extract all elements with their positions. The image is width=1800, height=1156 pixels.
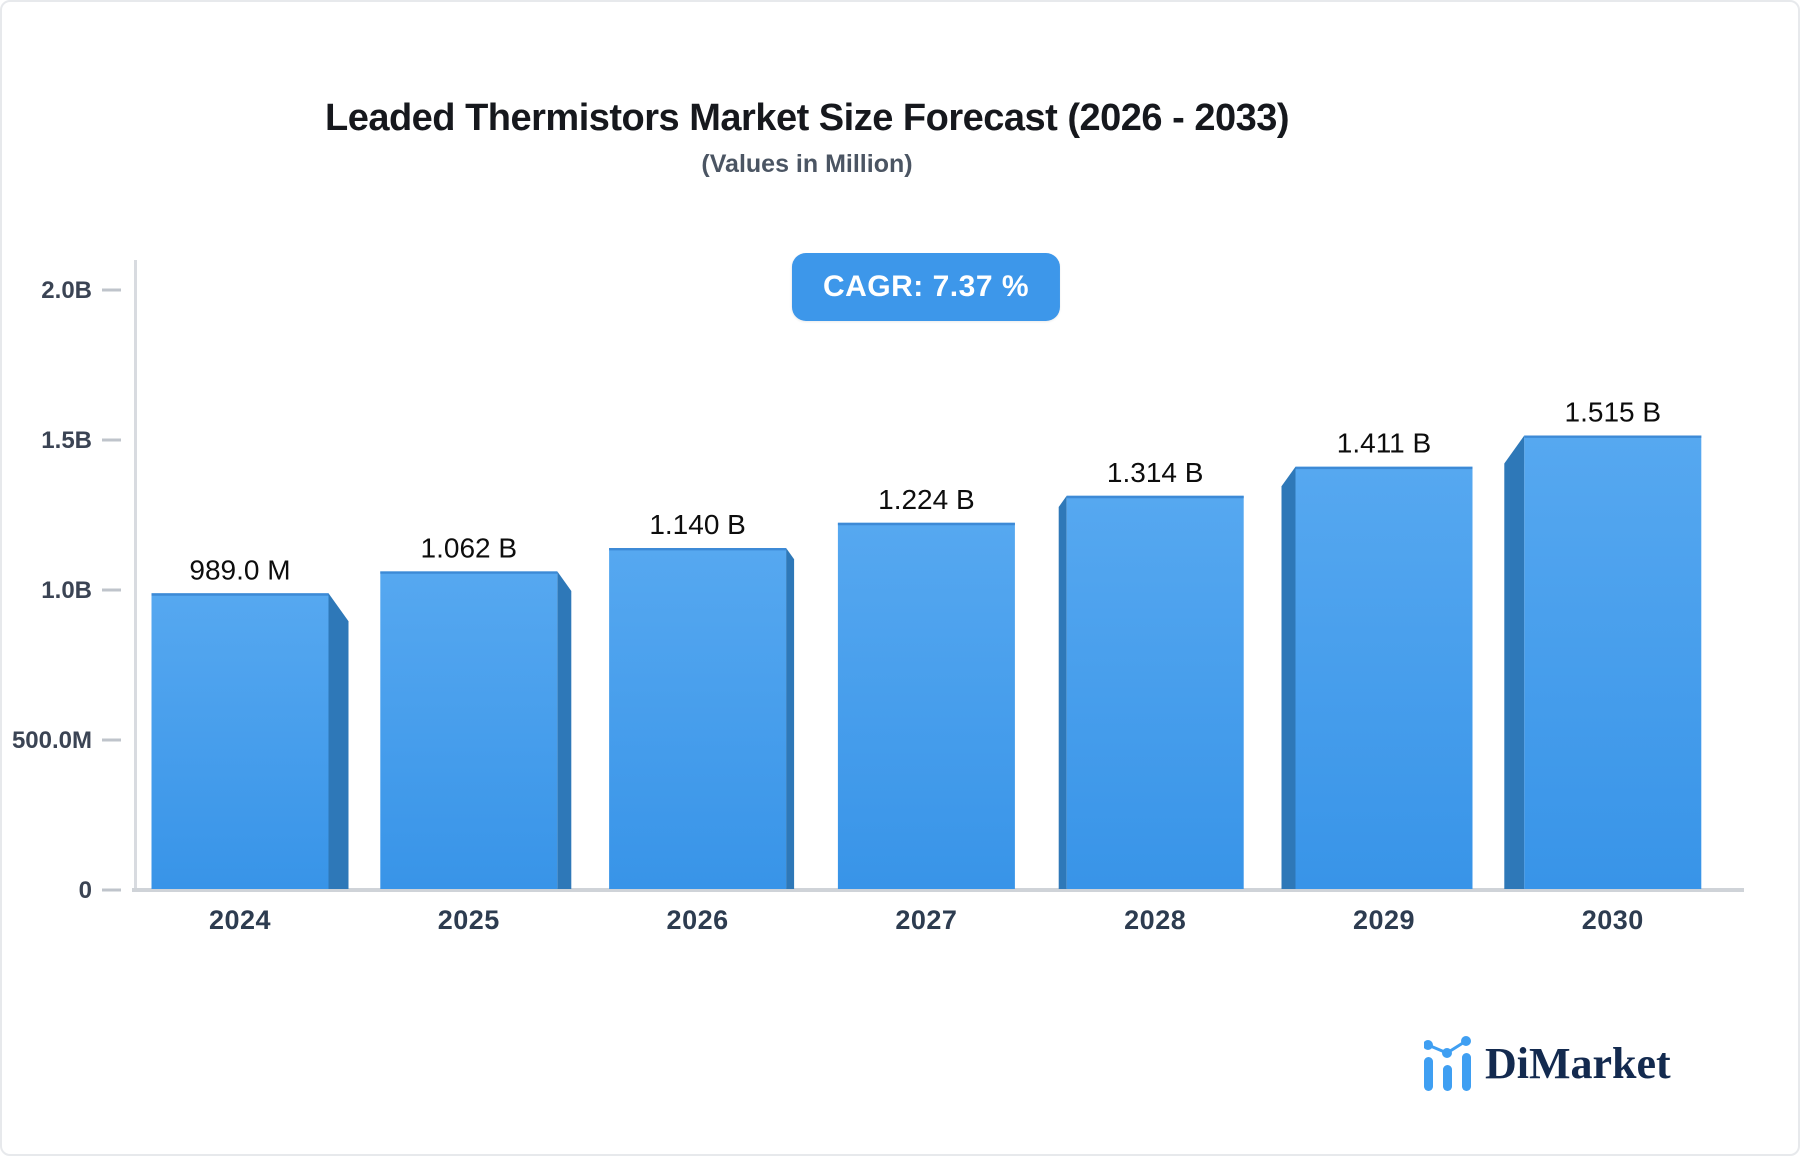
y-tick-label: 500.0M bbox=[12, 727, 92, 754]
bar-value-label: 989.0 M bbox=[189, 554, 290, 585]
bar-2026[interactable] bbox=[609, 548, 795, 889]
bar-2028[interactable] bbox=[1058, 495, 1244, 889]
dimarket-logo: DiMarket bbox=[1424, 1032, 1671, 1092]
bar-value-label: 1.140 B bbox=[649, 509, 746, 540]
x-axis-label: 2029 bbox=[1353, 905, 1415, 935]
bar-value-label: 1.224 B bbox=[878, 484, 975, 515]
bar-front-face bbox=[609, 548, 787, 889]
bar-front-face bbox=[1295, 466, 1473, 889]
bar-2025[interactable] bbox=[380, 571, 572, 889]
x-axis-label: 2024 bbox=[209, 905, 271, 935]
x-axis-label: 2030 bbox=[1582, 905, 1644, 935]
y-tick-label: 0 bbox=[79, 877, 92, 904]
chart-title: Leaded Thermistors Market Size Forecast … bbox=[324, 97, 1290, 139]
y-tick-label: 1.5B bbox=[41, 427, 92, 454]
bar-front-face bbox=[1524, 435, 1702, 889]
bar-value-label: 1.062 B bbox=[421, 532, 518, 563]
bar-2024[interactable] bbox=[151, 593, 349, 889]
y-tick-label: 2.0B bbox=[41, 277, 92, 304]
bar-2027[interactable] bbox=[837, 522, 1015, 889]
bar-2030[interactable] bbox=[1504, 435, 1702, 890]
bar-value-label: 1.314 B bbox=[1107, 457, 1204, 488]
bar-side-face bbox=[328, 593, 349, 889]
bar-front-face bbox=[151, 593, 329, 889]
axis-layer: 0 500.0M 1.0B 1.5B 2.0B bbox=[12, 260, 1744, 904]
bars-layer bbox=[151, 435, 1702, 890]
bar-side-face bbox=[786, 548, 795, 889]
bar-2029[interactable] bbox=[1281, 466, 1473, 889]
cagr-badge: CAGR: 7.37 % bbox=[791, 253, 1061, 321]
bar-side-face bbox=[1058, 495, 1067, 889]
bar-front-face bbox=[1066, 495, 1244, 889]
dimarket-logo-icon bbox=[1424, 1036, 1471, 1091]
x-axis-label: 2026 bbox=[667, 905, 729, 935]
dimarket-logo-text: DiMarket bbox=[1485, 1039, 1671, 1088]
bar-front-face bbox=[380, 571, 558, 889]
bar-side-face bbox=[1504, 435, 1525, 889]
bar-side-face bbox=[557, 571, 572, 889]
x-axis-label: 2025 bbox=[438, 905, 500, 935]
y-tick-label: 1.0B bbox=[41, 577, 92, 604]
bar-value-label: 1.411 B bbox=[1337, 428, 1431, 459]
bar-front-face bbox=[837, 522, 1015, 889]
x-axis-label: 2028 bbox=[1124, 905, 1186, 935]
bar-side-face bbox=[1281, 466, 1296, 889]
labels-layer: 989.0 M 2024 1.062 B 2025 1.140 B 2026 1.224 B… bbox=[189, 397, 1661, 936]
bar-value-label: 1.515 B bbox=[1565, 397, 1662, 428]
x-axis-label: 2027 bbox=[895, 905, 957, 935]
chart-subtitle: (Values in Million) bbox=[701, 150, 913, 178]
